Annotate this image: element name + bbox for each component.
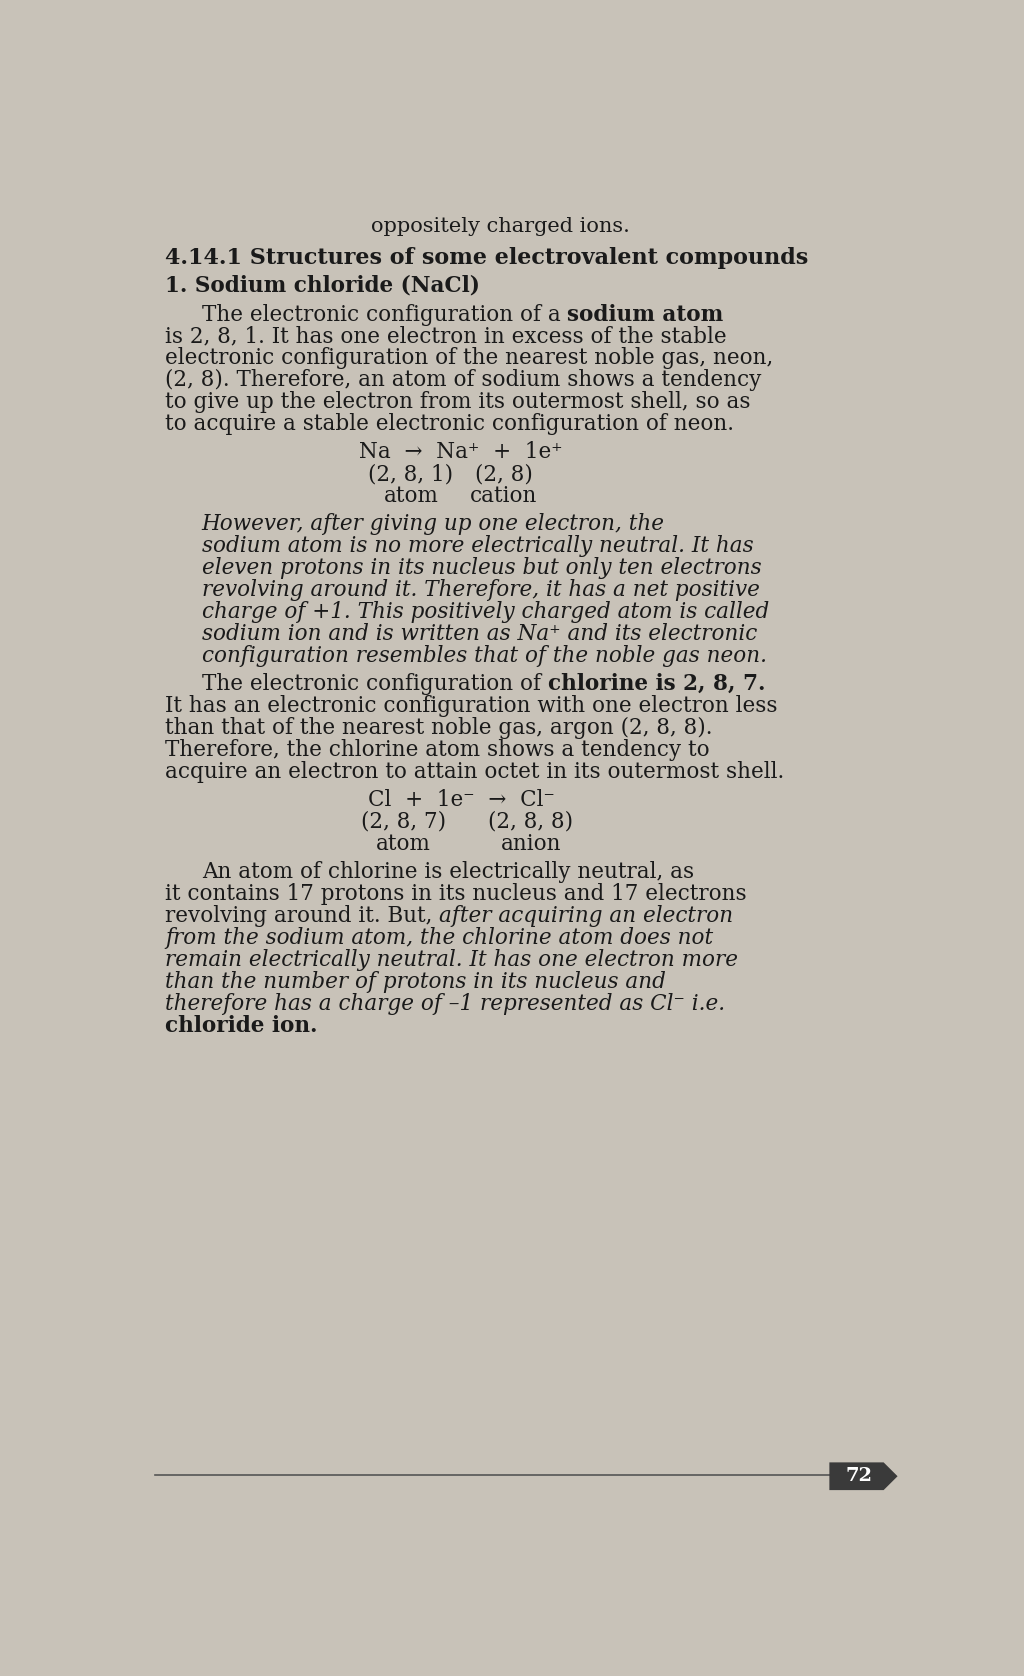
Text: (2, 8, 8): (2, 8, 8): [488, 811, 573, 833]
Text: (2, 8, 1): (2, 8, 1): [369, 463, 454, 486]
Text: 1. Sodium chloride (NaCl): 1. Sodium chloride (NaCl): [165, 275, 480, 297]
Text: However, after giving up one electron, the: However, after giving up one electron, t…: [202, 513, 665, 535]
Text: It has an electronic configuration with one electron less: It has an electronic configuration with …: [165, 696, 777, 717]
Text: chloride ion.: chloride ion.: [165, 1014, 317, 1037]
Text: (2, 8). Therefore, an atom of sodium shows a tendency: (2, 8). Therefore, an atom of sodium sho…: [165, 369, 762, 392]
Text: atom: atom: [376, 833, 430, 855]
Text: Cl  +  1e⁻  →  Cl⁻: Cl + 1e⁻ → Cl⁻: [368, 789, 555, 811]
Text: from the sodium atom, the chlorine atom does not: from the sodium atom, the chlorine atom …: [165, 927, 714, 949]
Text: chlorine is 2, 8, 7.: chlorine is 2, 8, 7.: [548, 674, 765, 696]
Text: remain electrically neutral. It has one electron more: remain electrically neutral. It has one …: [165, 949, 738, 970]
Text: configuration resembles that of the noble gas neon.: configuration resembles that of the nobl…: [202, 645, 767, 667]
Text: it contains 17 protons in its nucleus and 17 electrons: it contains 17 protons in its nucleus an…: [165, 883, 746, 905]
Text: charge of +1. This positively charged atom is called: charge of +1. This positively charged at…: [202, 602, 769, 623]
Text: cation: cation: [470, 486, 538, 508]
Text: An atom of chlorine is electrically neutral, as: An atom of chlorine is electrically neut…: [202, 861, 693, 883]
Text: is 2, 8, 1. It has one electron in excess of the stable: is 2, 8, 1. It has one electron in exces…: [165, 325, 727, 347]
Text: Therefore, the chlorine atom shows a tendency to: Therefore, the chlorine atom shows a ten…: [165, 739, 710, 761]
Text: eleven protons in its nucleus but only ten electrons: eleven protons in its nucleus but only t…: [202, 556, 761, 580]
Text: 4.14.1 Structures of some electrovalent compounds: 4.14.1 Structures of some electrovalent …: [165, 246, 809, 268]
Text: than the number of protons in its nucleus and: than the number of protons in its nucleu…: [165, 970, 666, 992]
Text: than that of the nearest noble gas, argon (2, 8, 8).: than that of the nearest noble gas, argo…: [165, 717, 713, 739]
Text: therefore has a charge of –1 represented as Cl⁻ i.e.: therefore has a charge of –1 represented…: [165, 992, 725, 1014]
Text: to give up the electron from its outermost shell, so as: to give up the electron from its outermo…: [165, 391, 751, 414]
Text: (2, 8, 7): (2, 8, 7): [360, 811, 445, 833]
Text: The electronic configuration of a: The electronic configuration of a: [202, 303, 567, 325]
Text: atom: atom: [383, 486, 438, 508]
Text: sodium atom: sodium atom: [567, 303, 724, 325]
Text: Na  →  Na⁺  +  1e⁺: Na → Na⁺ + 1e⁺: [359, 441, 563, 463]
Text: anion: anion: [501, 833, 561, 855]
Text: electronic configuration of the nearest noble gas, neon,: electronic configuration of the nearest …: [165, 347, 773, 369]
Text: (2, 8): (2, 8): [475, 463, 532, 486]
Text: after acquiring an electron: after acquiring an electron: [439, 905, 733, 927]
Text: acquire an electron to attain octet in its outermost shell.: acquire an electron to attain octet in i…: [165, 761, 784, 783]
Text: revolving around it. But,: revolving around it. But,: [165, 905, 439, 927]
Text: 72: 72: [846, 1466, 872, 1485]
Text: sodium ion and is written as Na⁺ and its electronic: sodium ion and is written as Na⁺ and its…: [202, 623, 757, 645]
Text: revolving around it. Therefore, it has a net positive: revolving around it. Therefore, it has a…: [202, 580, 760, 602]
Polygon shape: [829, 1463, 898, 1490]
Text: oppositely charged ions.: oppositely charged ions.: [371, 218, 630, 236]
Text: to acquire a stable electronic configuration of neon.: to acquire a stable electronic configura…: [165, 414, 734, 436]
Text: sodium atom is no more electrically neutral. It has: sodium atom is no more electrically neut…: [202, 535, 754, 558]
Text: The electronic configuration of: The electronic configuration of: [202, 674, 548, 696]
